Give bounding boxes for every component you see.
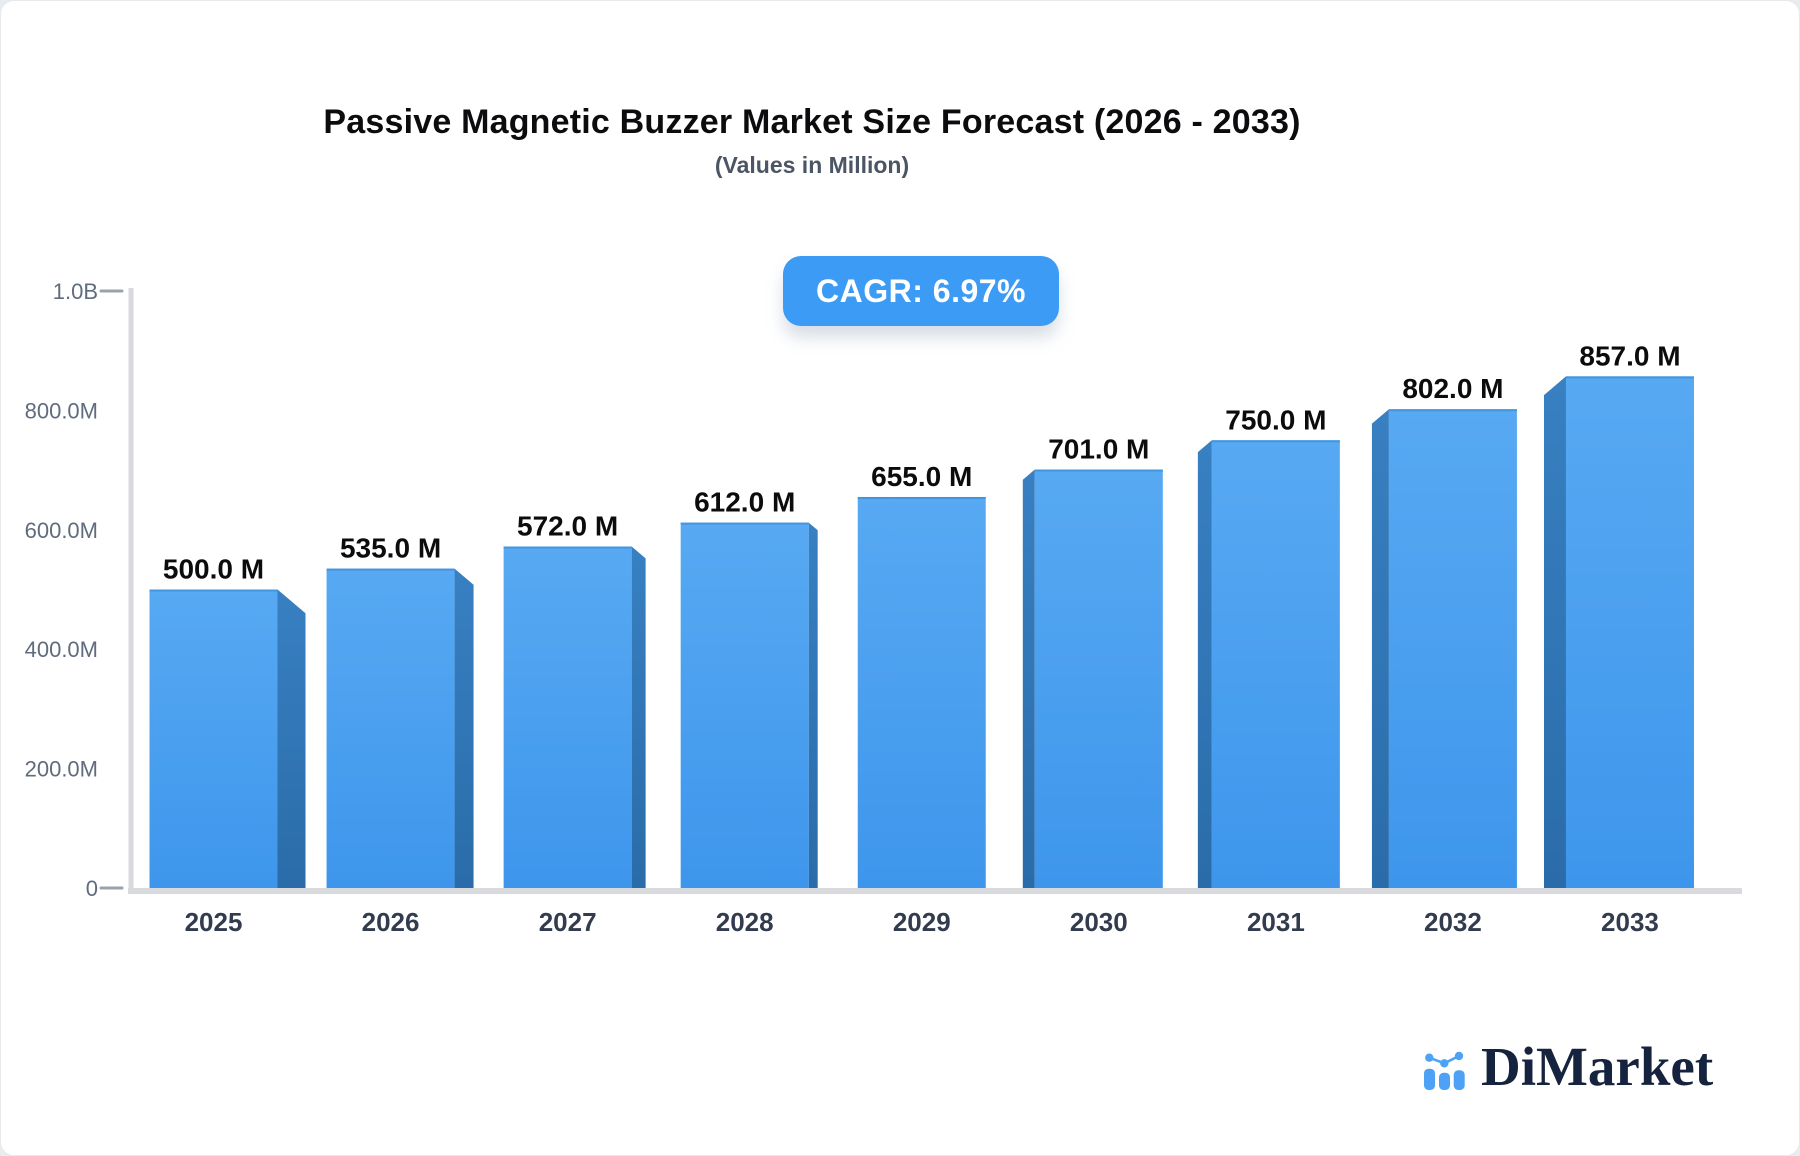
- y-tick-label: 1.0B: [53, 279, 98, 304]
- bar-value-label: 655.0 M: [871, 461, 972, 492]
- bar-side-face: [277, 589, 306, 888]
- x-tick-label: 2026: [362, 907, 420, 937]
- bar-side-face: [631, 546, 646, 888]
- x-tick-label: 2025: [185, 907, 243, 937]
- logo-text: DiMarket: [1481, 1036, 1714, 1097]
- bar-front-face: [503, 546, 632, 888]
- bar-value-label: 572.0 M: [517, 511, 618, 542]
- bar-front-face: [857, 496, 986, 888]
- y-tick-label: 600.0M: [25, 518, 98, 543]
- bar-2033[interactable]: 857.0 M: [1543, 340, 1694, 888]
- bar-side-face: [1197, 440, 1212, 888]
- x-tick-label: 2029: [893, 907, 951, 937]
- bar-2028[interactable]: 612.0 M: [680, 487, 818, 888]
- bar-2027[interactable]: 572.0 M: [503, 511, 646, 888]
- bar-front-face: [1211, 440, 1340, 888]
- bar-front-face: [1034, 469, 1163, 888]
- bar-side-face: [1371, 409, 1389, 888]
- x-tick-label: 2028: [716, 907, 774, 937]
- x-tick-label: 2030: [1070, 907, 1128, 937]
- bar-side-face: [1543, 376, 1566, 888]
- x-tick-label: 2032: [1424, 907, 1482, 937]
- cagr-badge: CAGR: 6.97%: [783, 256, 1059, 326]
- bar-2026[interactable]: 535.0 M: [326, 533, 474, 888]
- bar-value-label: 750.0 M: [1225, 404, 1326, 435]
- bar-value-label: 535.0 M: [340, 533, 441, 564]
- bar-value-label: 500.0 M: [163, 554, 264, 585]
- bar-value-label: 802.0 M: [1402, 373, 1503, 404]
- bar-front-face: [1565, 376, 1694, 888]
- bar-line-chart-icon: [1424, 1051, 1465, 1090]
- bar-value-label: 857.0 M: [1579, 340, 1680, 371]
- cagr-badge-label: CAGR: 6.97%: [816, 272, 1026, 309]
- bar-2031[interactable]: 750.0 M: [1197, 404, 1340, 888]
- bar-side-face: [454, 568, 474, 888]
- bar-front-face: [326, 568, 455, 888]
- y-tick-label: 200.0M: [25, 757, 98, 782]
- dimarket-logo[interactable]: DiMarket: [1423, 1036, 1714, 1097]
- bar-2030[interactable]: 701.0 M: [1022, 434, 1163, 888]
- x-tick-label: 2027: [539, 907, 597, 937]
- bar-2032[interactable]: 802.0 M: [1371, 373, 1517, 888]
- bar-side-face: [1022, 469, 1035, 888]
- bar-front-face: [149, 589, 278, 888]
- y-tick-label: 400.0M: [25, 637, 98, 662]
- bar-front-face: [680, 522, 809, 888]
- y-tick-label: 0: [86, 876, 98, 901]
- bar-2029[interactable]: 655.0 M: [857, 461, 986, 888]
- bar-value-label: 612.0 M: [694, 487, 795, 518]
- x-tick-label: 2033: [1601, 907, 1659, 937]
- bar-side-face: [808, 522, 818, 888]
- bar-value-label: 701.0 M: [1048, 434, 1149, 465]
- bar-front-face: [1388, 409, 1517, 888]
- y-tick-label: 800.0M: [25, 398, 98, 423]
- x-tick-label: 2031: [1247, 907, 1305, 937]
- bar-2025[interactable]: 500.0 M: [149, 554, 306, 889]
